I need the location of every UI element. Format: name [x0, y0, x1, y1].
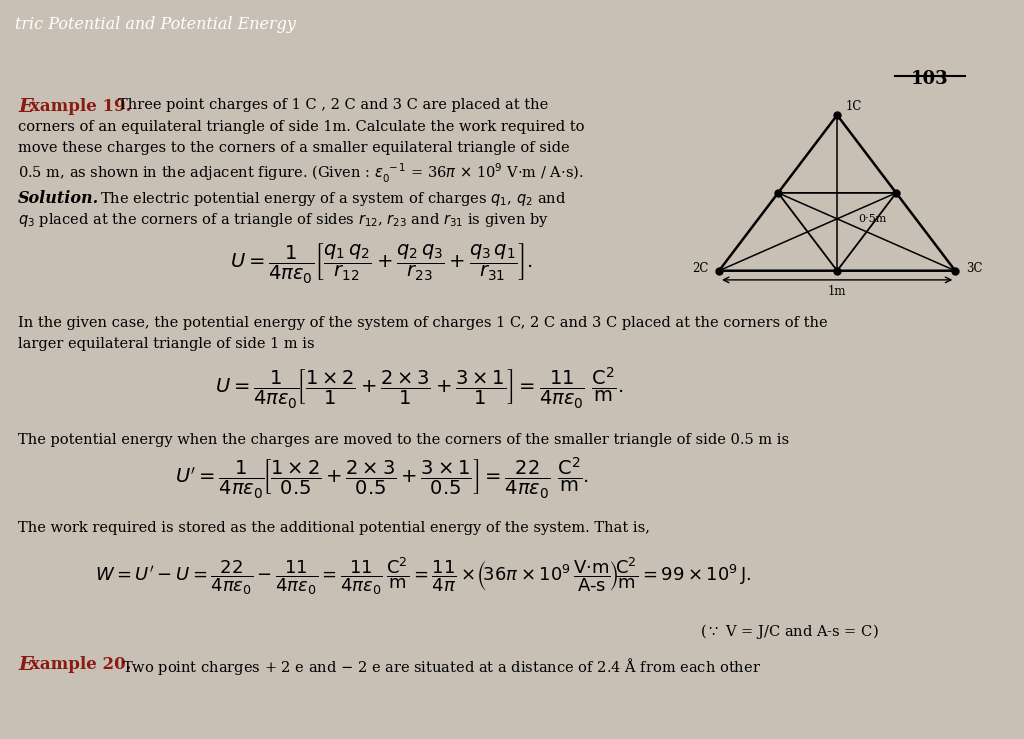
Text: 1C: 1C [845, 100, 861, 113]
Text: 0·5m: 0·5m [858, 214, 886, 224]
Text: 1m: 1m [827, 285, 847, 298]
Point [829, 109, 846, 121]
Text: 103: 103 [911, 70, 949, 88]
Text: $W = U' - U = \dfrac{22}{4\pi\varepsilon_0} - \dfrac{11}{4\pi\varepsilon_0} = \d: $W = U' - U = \dfrac{22}{4\pi\varepsilon… [95, 555, 752, 597]
Text: Three point charges of 1 C , 2 C and 3 C are placed at the: Three point charges of 1 C , 2 C and 3 C… [118, 98, 548, 112]
Text: 2C: 2C [692, 262, 709, 275]
Text: Two point charges + 2 e and $-$ 2 e are situated at a distance of 2.4 Å from eac: Two point charges + 2 e and $-$ 2 e are … [122, 656, 761, 677]
Text: corners of an equilateral triangle of side 1m. Calculate the work required to: corners of an equilateral triangle of si… [18, 120, 585, 134]
Text: $U = \dfrac{1}{4\pi\varepsilon_0}\!\left[\dfrac{1\times2}{1} + \dfrac{2\times3}{: $U = \dfrac{1}{4\pi\varepsilon_0}\!\left… [215, 365, 624, 411]
Text: $q_3$ placed at the corners of a triangle of sides $r_{12}$, $r_{23}$ and $r_{31: $q_3$ placed at the corners of a triangl… [18, 211, 549, 229]
Text: move these charges to the corners of a smaller equilateral triangle of side: move these charges to the corners of a s… [18, 141, 569, 155]
Text: $U' = \dfrac{1}{4\pi\varepsilon_0}\!\left[\dfrac{1\times2}{0.5} + \dfrac{2\times: $U' = \dfrac{1}{4\pi\varepsilon_0}\!\lef… [175, 455, 589, 500]
Point [947, 265, 964, 276]
Text: $U = \dfrac{1}{4\pi\varepsilon_0}\left[\dfrac{q_1\,q_2}{r_{12}} + \dfrac{q_2\,q_: $U = \dfrac{1}{4\pi\varepsilon_0}\left[\… [230, 241, 534, 285]
Text: E: E [18, 656, 33, 674]
Text: In the given case, the potential energy of the system of charges 1 C, 2 C and 3 : In the given case, the potential energy … [18, 316, 827, 330]
Text: ($\because$ V = J/C and A-s = C): ($\because$ V = J/C and A-s = C) [700, 622, 879, 641]
Point [770, 187, 786, 199]
Text: xample 19.: xample 19. [30, 98, 131, 115]
Text: 0.5 m, as shown in the adjacent figure. (Given : $\varepsilon_0^{\ -1}$ = 36$\pi: 0.5 m, as shown in the adjacent figure. … [18, 162, 584, 185]
Text: The potential energy when the charges are moved to the corners of the smaller tr: The potential energy when the charges ar… [18, 433, 790, 447]
Text: larger equilateral triangle of side 1 m is: larger equilateral triangle of side 1 m … [18, 337, 314, 351]
Point [888, 187, 904, 199]
Text: tric Potential and Potential Energy: tric Potential and Potential Energy [15, 16, 296, 33]
Point [829, 265, 846, 276]
Text: The electric potential energy of a system of charges $q_1$, $q_2$ and: The electric potential energy of a syste… [100, 190, 566, 208]
Text: 3C: 3C [966, 262, 982, 275]
Point [711, 265, 727, 276]
Text: xample 20.: xample 20. [30, 656, 131, 673]
Text: Solution.: Solution. [18, 190, 99, 207]
Text: The work required is stored as the additional potential energy of the system. Th: The work required is stored as the addit… [18, 521, 650, 535]
Text: E: E [18, 98, 33, 116]
